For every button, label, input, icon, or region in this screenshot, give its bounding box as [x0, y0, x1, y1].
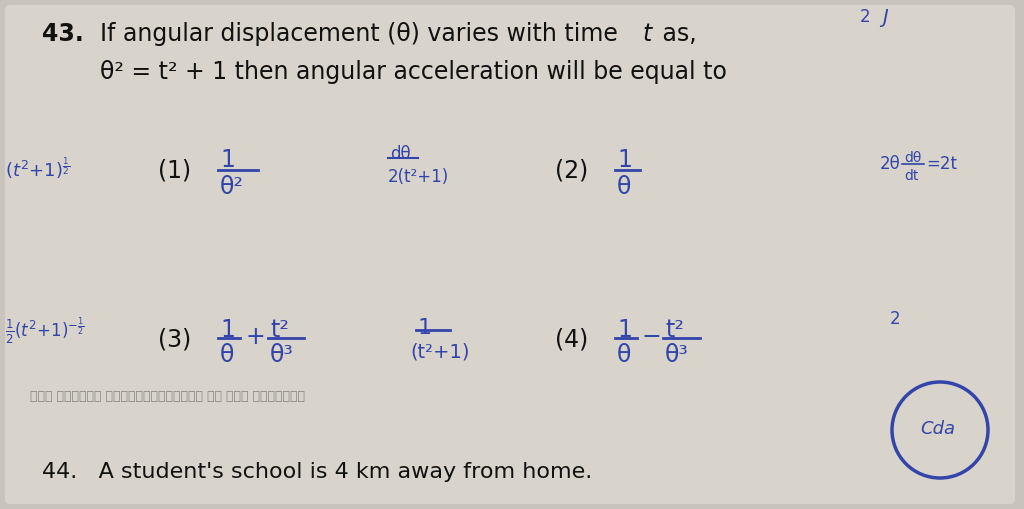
Text: as,: as, [655, 22, 696, 46]
Text: θ³: θ³ [665, 343, 689, 367]
Text: θ: θ [617, 175, 632, 199]
FancyBboxPatch shape [5, 5, 1015, 504]
Text: $(t^2{+}1)^{\frac{1}{2}}$: $(t^2{+}1)^{\frac{1}{2}}$ [5, 155, 71, 181]
Text: t²: t² [270, 318, 289, 342]
Text: =2t: =2t [926, 155, 957, 173]
Text: J: J [882, 8, 888, 27]
Text: (2): (2) [555, 158, 588, 182]
Text: dt: dt [904, 169, 919, 183]
Text: Cda: Cda [920, 420, 955, 438]
Text: (t²+1): (t²+1) [410, 342, 469, 361]
Text: 2: 2 [890, 310, 901, 328]
Text: (3): (3) [158, 328, 191, 352]
Text: +: + [245, 325, 265, 349]
Text: 1: 1 [220, 148, 234, 172]
Text: If angular displacement (θ) varies with time: If angular displacement (θ) varies with … [100, 22, 626, 46]
Text: 1: 1 [220, 318, 234, 342]
Text: $\frac{1}{2}(t^2{+}1)^{-\frac{1}{2}}$: $\frac{1}{2}(t^2{+}1)^{-\frac{1}{2}}$ [5, 315, 85, 346]
Text: 1: 1 [418, 318, 432, 338]
Text: हिं क्षत्र विद्यार्थियों की शेष जानकारी: हिं क्षत्र विद्यार्थियों की शेष जानकारी [30, 390, 305, 403]
Text: 44.   A student's school is 4 km away from home.: 44. A student's school is 4 km away from… [42, 462, 592, 482]
Text: −: − [642, 325, 662, 349]
Text: t: t [642, 22, 651, 46]
Text: dθ: dθ [904, 151, 922, 165]
Text: θ: θ [220, 343, 234, 367]
Text: 2(t²+1): 2(t²+1) [388, 168, 450, 186]
Text: θ²: θ² [220, 175, 244, 199]
Text: θ³: θ³ [270, 343, 294, 367]
Text: (1): (1) [158, 158, 191, 182]
Text: θ: θ [617, 343, 632, 367]
Text: 43.: 43. [42, 22, 84, 46]
Text: dθ: dθ [390, 145, 411, 163]
Text: 2: 2 [860, 8, 870, 26]
Text: 1: 1 [617, 318, 632, 342]
Text: 1: 1 [617, 148, 632, 172]
Text: θ² = t² + 1 then angular acceleration will be equal to: θ² = t² + 1 then angular acceleration wi… [100, 60, 727, 84]
Text: 2θ: 2θ [880, 155, 901, 173]
Text: t²: t² [665, 318, 684, 342]
Text: (4): (4) [555, 328, 588, 352]
